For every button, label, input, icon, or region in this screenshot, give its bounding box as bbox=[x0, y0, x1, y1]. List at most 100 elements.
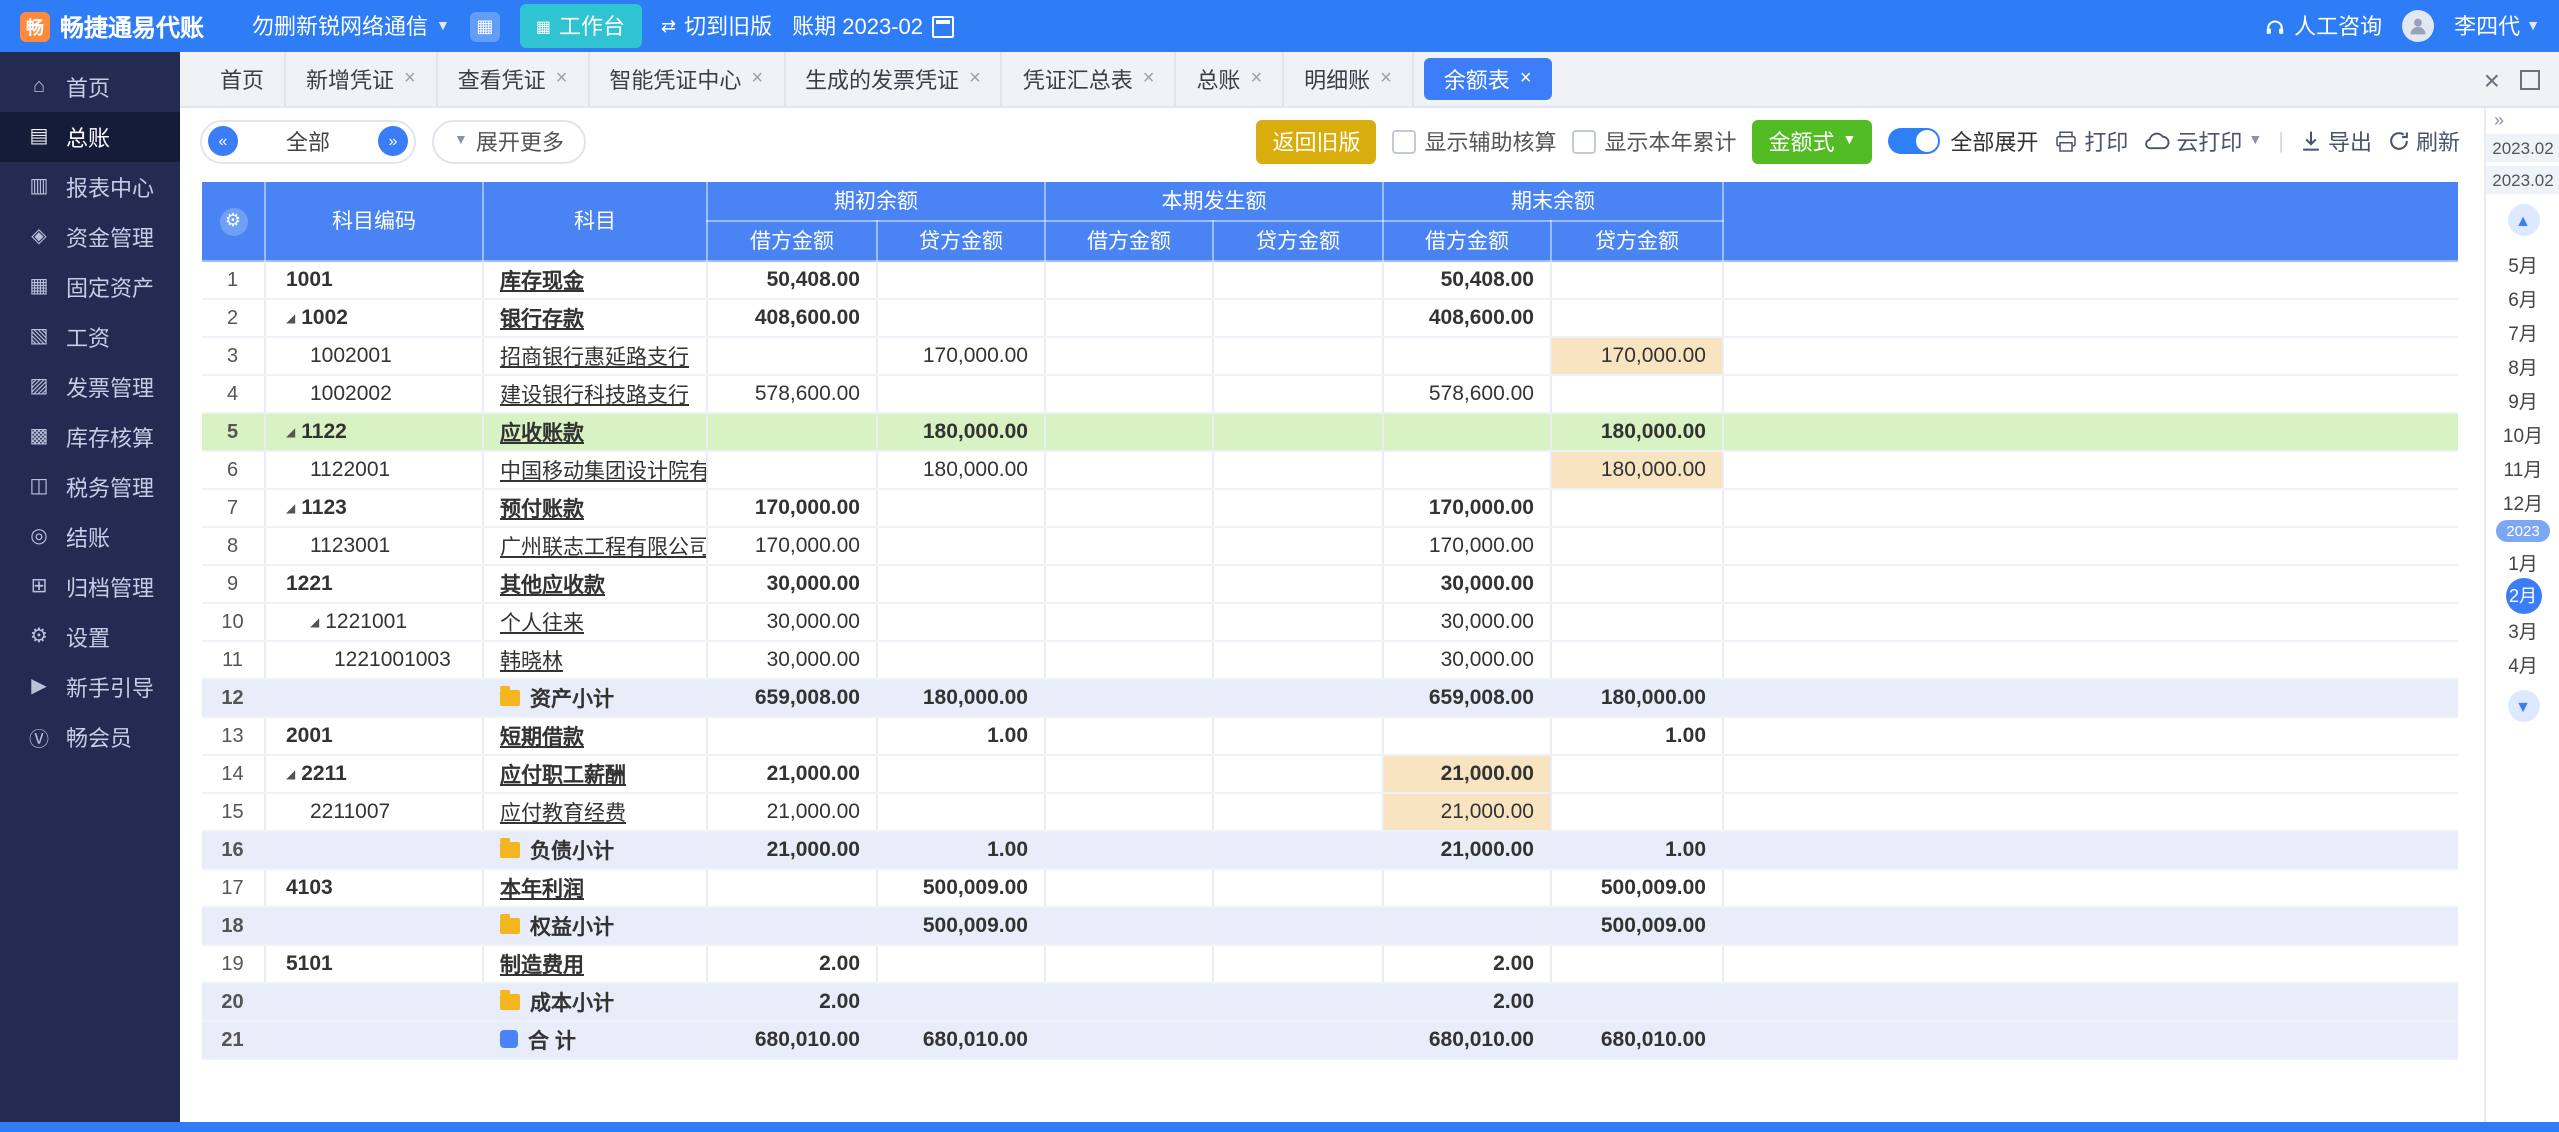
month-item[interactable]: 9月 bbox=[2486, 382, 2559, 416]
month-item[interactable]: 4月 bbox=[2486, 646, 2559, 680]
sidebar-item-settings[interactable]: ⚙ 设置 bbox=[0, 612, 180, 662]
table-row[interactable]: 4 1002002 建设银行科技路支行 578,600.00 578,600.00 bbox=[201, 375, 2458, 414]
month-item[interactable]: 10月 bbox=[2486, 416, 2559, 450]
month-item[interactable]: 3月 bbox=[2486, 612, 2559, 646]
switch-old-version-button[interactable]: ⇄ 切到旧版 bbox=[661, 10, 772, 42]
period-range-end[interactable]: 2023.02 bbox=[2486, 166, 2559, 194]
month-item[interactable]: 5月 bbox=[2486, 246, 2559, 280]
table-row[interactable]: 16 负债小计 21,000.00 1.00 21,000.00 1.00 bbox=[201, 831, 2458, 870]
tab[interactable]: 凭证汇总表 × bbox=[1003, 52, 1177, 106]
table-row[interactable]: 8 1123001 广州联志工程有限公司 170,000.00 170,000.00 bbox=[201, 527, 2458, 566]
account-name-link[interactable]: 韩晓林 bbox=[500, 649, 563, 673]
sidebar-item-invoice[interactable]: ▨ 发票管理 bbox=[0, 362, 180, 412]
expand-icon[interactable]: ◢ bbox=[286, 504, 296, 516]
amount-style-button[interactable]: 金额式 ▼ bbox=[1752, 119, 1873, 163]
sidebar-item-guide[interactable]: ▶ 新手引导 bbox=[0, 662, 180, 712]
account-name-link[interactable]: 应收账款 bbox=[500, 421, 584, 445]
account-name-link[interactable]: 制造费用 bbox=[500, 953, 584, 977]
tab[interactable]: 新增凭证 × bbox=[286, 52, 438, 106]
tab-close-icon[interactable]: × bbox=[1142, 68, 1155, 90]
export-button[interactable]: 导出 bbox=[2300, 125, 2372, 157]
table-row[interactable]: 11 1221001003 韩晓林 30,000.00 30,000.00 bbox=[201, 641, 2458, 680]
sidebar-item-funds[interactable]: ◈ 资金管理 bbox=[0, 212, 180, 262]
table-row[interactable]: 19 5101 制造费用 2.00 2.00 bbox=[201, 945, 2458, 984]
avatar[interactable] bbox=[2402, 10, 2435, 42]
table-row[interactable]: 17 4103 本年利润 500,009.00 500,009.00 bbox=[201, 869, 2458, 908]
sidebar-item-home[interactable]: ⌂ 首页 bbox=[0, 62, 180, 112]
table-row[interactable]: 20 成本小计 2.00 2.00 bbox=[201, 983, 2458, 1022]
scroll-down-button[interactable]: ▼ bbox=[2507, 690, 2539, 722]
expand-icon[interactable]: ◢ bbox=[286, 314, 296, 326]
table-row[interactable]: 3 1002001 招商银行惠延路支行 170,000.00 170,000.00 bbox=[201, 337, 2458, 376]
account-name-link[interactable]: 中国移动集团设计院有限公司划 bbox=[500, 459, 707, 483]
table-row[interactable]: 18 权益小计 500,009.00 500,009.00 bbox=[201, 907, 2458, 946]
expand-icon[interactable]: ◢ bbox=[286, 770, 296, 782]
account-name-link[interactable]: 银行存款 bbox=[500, 307, 584, 331]
filter-go-icon[interactable]: » bbox=[378, 126, 408, 156]
expand-all-toggle[interactable]: 全部展开 bbox=[1888, 125, 2038, 157]
account-name-link[interactable]: 招商银行惠延路支行 bbox=[500, 345, 689, 369]
collapse-filter-icon[interactable]: « bbox=[208, 126, 238, 156]
account-filter-pill[interactable]: « 全部 » bbox=[200, 119, 416, 163]
account-name-link[interactable]: 库存现金 bbox=[500, 269, 584, 293]
table-row[interactable]: 2 ◢ 1002 银行存款 408,600.00 408,600.00 bbox=[201, 299, 2458, 338]
workbench-button[interactable]: ▦ 工作台 bbox=[519, 4, 642, 48]
table-row[interactable]: 9 1221 其他应收款 30,000.00 30,000.00 bbox=[201, 565, 2458, 604]
account-name-link[interactable]: 应付职工薪酬 bbox=[500, 763, 626, 787]
checkbox-icon[interactable] bbox=[1392, 129, 1417, 153]
sidebar-item-closing[interactable]: ◎ 结账 bbox=[0, 512, 180, 562]
table-row[interactable]: 10 ◢ 1221001 个人往来 30,000.00 30,000.00 bbox=[201, 603, 2458, 642]
show-ytd-checkbox[interactable]: 显示本年累计 bbox=[1572, 125, 1737, 157]
table-row[interactable]: 15 2211007 应付教育经费 21,000.00 21,000.00 bbox=[201, 793, 2458, 832]
tab-close-icon[interactable]: × bbox=[1250, 68, 1263, 90]
expand-icon[interactable]: ◢ bbox=[286, 428, 296, 440]
account-name-link[interactable]: 短期借款 bbox=[500, 725, 584, 749]
tab-close-icon[interactable]: × bbox=[1380, 68, 1392, 90]
account-name-link[interactable]: 建设银行科技路支行 bbox=[500, 383, 689, 407]
tab-close-icon[interactable]: × bbox=[969, 68, 981, 90]
account-name-link[interactable]: 本年利润 bbox=[500, 877, 584, 901]
month-item[interactable]: 2月 bbox=[2486, 577, 2559, 613]
tab[interactable]: 首页 bbox=[200, 52, 286, 106]
month-item[interactable]: 11月 bbox=[2486, 450, 2559, 484]
table-row[interactable]: 21 合 计 680,010.00 680,010.00 680,010.00 680,0… bbox=[201, 1021, 2458, 1060]
table-row[interactable]: 7 ◢ 1123 预付账款 170,000.00 170,000.00 bbox=[201, 489, 2458, 528]
user-menu[interactable]: 李四代 ▼ bbox=[2454, 10, 2540, 42]
close-icon[interactable]: × bbox=[2483, 63, 2500, 95]
sidebar-item-inventory[interactable]: ▩ 库存核算 bbox=[0, 412, 180, 462]
sidebar-item-archive[interactable]: ⊞ 归档管理 bbox=[0, 562, 180, 612]
account-name-link[interactable]: 预付账款 bbox=[500, 497, 584, 521]
sidebar-item-tax[interactable]: ◫ 税务管理 bbox=[0, 462, 180, 512]
fullscreen-icon[interactable] bbox=[2520, 69, 2540, 89]
month-item[interactable]: 1月 bbox=[2486, 544, 2559, 578]
month-item[interactable]: 8月 bbox=[2486, 348, 2559, 382]
apps-grid-icon[interactable]: ▦ bbox=[469, 11, 500, 41]
settings-gear-icon[interactable]: ⚙ bbox=[219, 207, 247, 235]
account-name-link[interactable]: 广州联志工程有限公司 bbox=[500, 535, 707, 559]
tab-close-icon[interactable]: × bbox=[555, 68, 568, 90]
month-item[interactable]: 6月 bbox=[2486, 280, 2559, 314]
print-button[interactable]: 打印 bbox=[2054, 125, 2128, 157]
period-range-start[interactable]: 2023.02 bbox=[2486, 134, 2559, 162]
table-row[interactable]: 12 资产小计 659,008.00 180,000.00 659,008.00 180,… bbox=[201, 679, 2458, 718]
tab[interactable]: 生成的发票凭证 × bbox=[785, 52, 1003, 106]
tab[interactable]: 余额表 × bbox=[1423, 58, 1552, 100]
sidebar-item-member[interactable]: Ⓥ 畅会员 bbox=[0, 712, 180, 762]
table-row[interactable]: 14 ◢ 2211 应付职工薪酬 21,000.00 21,000.00 bbox=[201, 755, 2458, 794]
back-old-version-button[interactable]: 返回旧版 bbox=[1256, 119, 1377, 163]
tab-close-icon[interactable]: × bbox=[751, 68, 764, 90]
tab[interactable]: 总账 × bbox=[1176, 52, 1285, 106]
month-item[interactable]: 12月 bbox=[2486, 484, 2559, 518]
collapse-panel-icon[interactable]: » bbox=[2494, 110, 2505, 130]
scroll-up-button[interactable]: ▲ bbox=[2507, 204, 2539, 236]
expand-icon[interactable]: ◢ bbox=[310, 618, 320, 630]
expand-more-button[interactable]: ▼ 展开更多 bbox=[432, 119, 586, 163]
tab-close-icon[interactable]: × bbox=[1519, 68, 1532, 90]
period-display[interactable]: 账期 2023-02 bbox=[792, 10, 953, 42]
account-name-link[interactable]: 应付教育经费 bbox=[500, 801, 626, 825]
tab[interactable]: 智能凭证中心 × bbox=[589, 52, 786, 106]
tab[interactable]: 明细账 × bbox=[1284, 52, 1414, 106]
sidebar-item-fixed-assets[interactable]: ▦ 固定资产 bbox=[0, 262, 180, 312]
account-name-link[interactable]: 其他应收款 bbox=[500, 573, 605, 597]
